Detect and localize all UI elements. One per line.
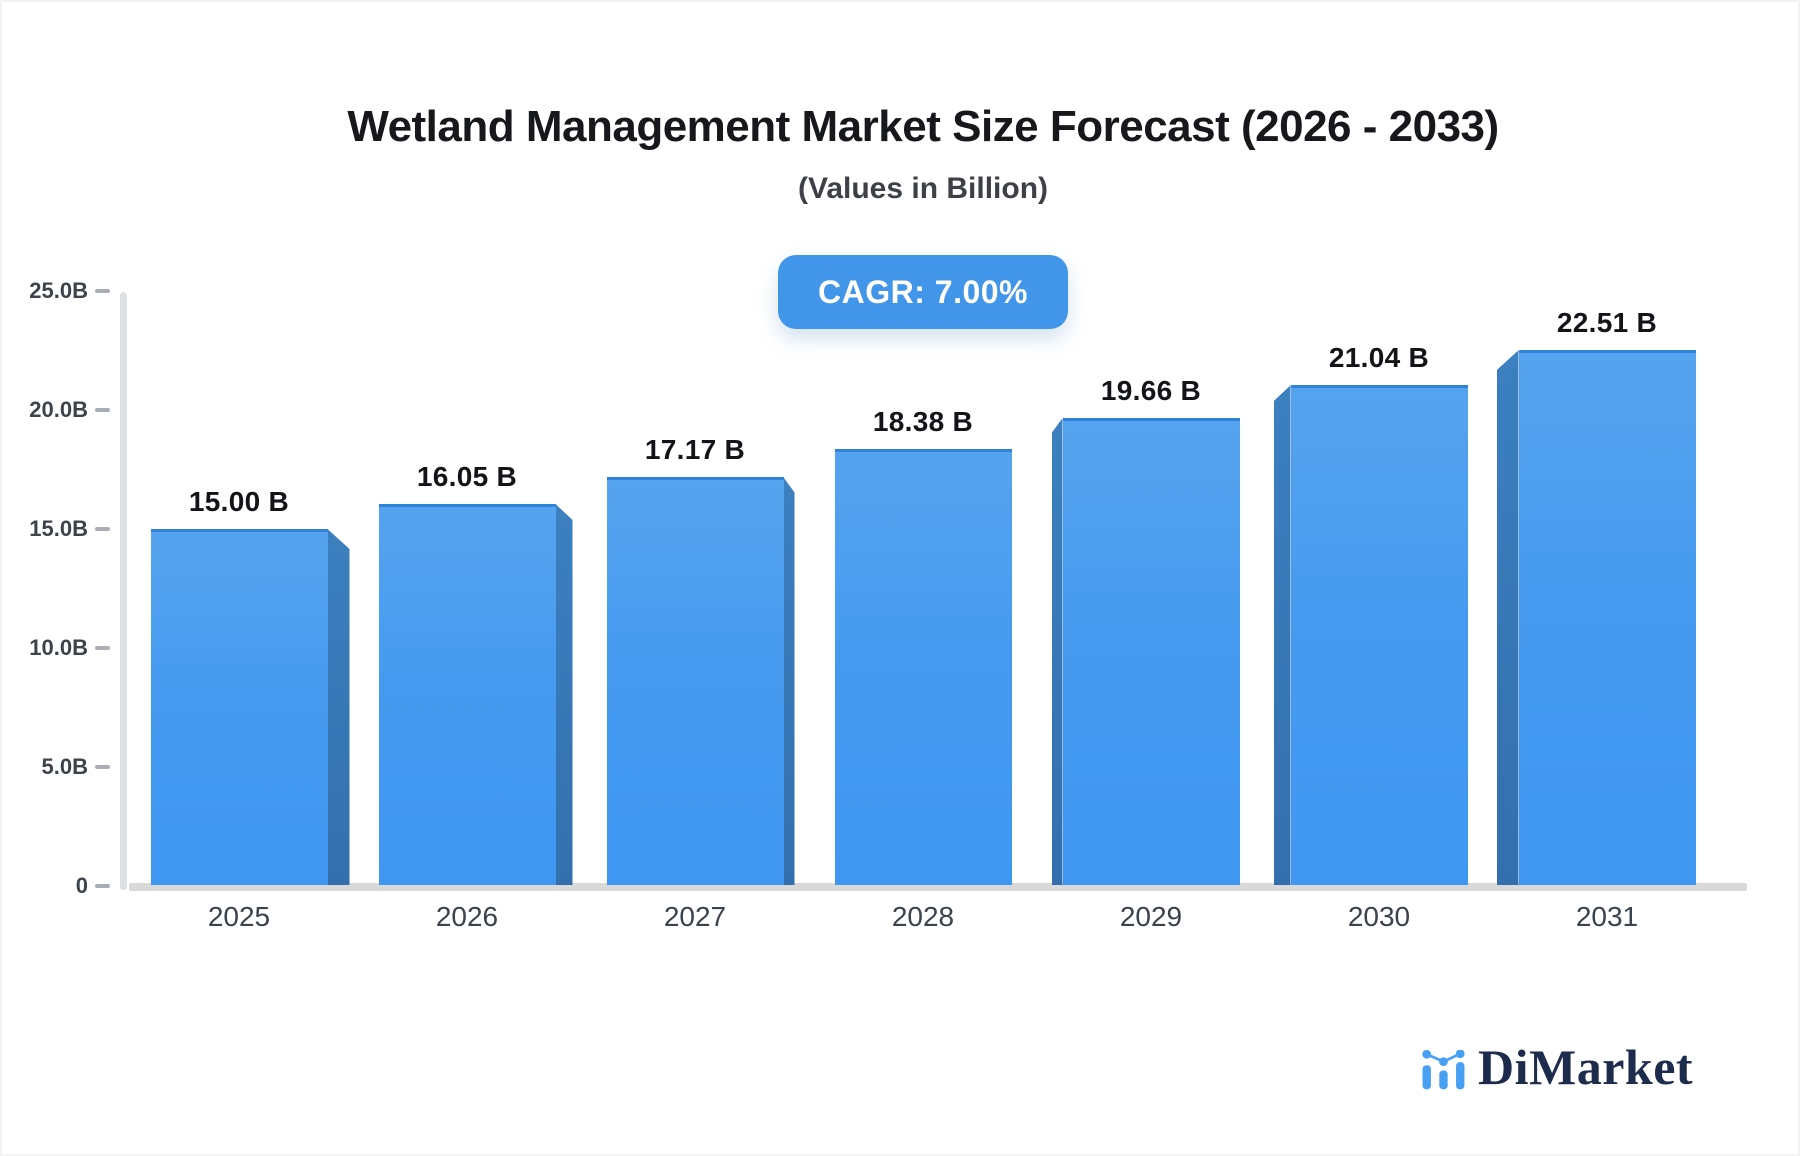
bar-2026: [378, 504, 556, 885]
chart-title: Wetland Management Market Size Forecast …: [347, 102, 1499, 151]
bar-value-label: 19.66 B: [1100, 375, 1202, 407]
bar-value-label: 15.00 B: [188, 486, 290, 517]
x-axis-label-2031: 2031: [1575, 901, 1639, 932]
cagr-badge: CAGR: 7.00%: [778, 255, 1068, 329]
bar-3d-side: [327, 529, 350, 885]
y-axis-tick: [95, 408, 110, 412]
bar-2029: [1062, 418, 1240, 885]
y-axis-tick-label: 5.0B: [41, 754, 88, 779]
chart-subtitle: (Values in Billion): [797, 172, 1049, 205]
bar-value-label: 21.04 B: [1328, 342, 1430, 374]
y-axis-tick: [95, 527, 110, 531]
bar-3d-side: [1273, 385, 1291, 885]
y-axis-tick-label: 0: [75, 873, 88, 898]
bar-2028: [834, 448, 1012, 885]
bar-2027: [606, 477, 784, 885]
bar-3d-side: [783, 477, 795, 885]
y-axis-tick: [95, 646, 110, 650]
x-axis-baseline: [129, 883, 1747, 891]
x-axis-label-2029: 2029: [1119, 901, 1183, 932]
y-axis-tick-label: 25.0B: [29, 278, 88, 303]
y-axis-tick-label: 20.0B: [29, 397, 88, 422]
bar-value-label: 22.51 B: [1556, 307, 1658, 339]
x-axis-label-2026: 2026: [435, 901, 499, 932]
bar-chart-logo-icon: [1422, 1050, 1465, 1090]
bar-3d-side: [555, 504, 573, 885]
brand-logo-text: DiMarket: [1478, 1039, 1694, 1095]
x-axis-label-2030: 2030: [1347, 901, 1411, 932]
bar-value-label: 17.17 B: [644, 434, 746, 466]
x-axis-label-2027: 2027: [663, 901, 727, 932]
bar-3d-side: [1051, 418, 1063, 885]
y-axis-tick: [95, 884, 110, 888]
y-axis-line: [120, 292, 127, 890]
bar-value-label: 16.05 B: [416, 461, 518, 492]
y-axis-tick: [95, 289, 110, 293]
bar-2030: [1290, 385, 1468, 885]
bar-2025: [150, 529, 328, 885]
x-axis-label-2028: 2028: [891, 901, 955, 932]
bar-2031: [1518, 350, 1696, 885]
brand-logo: DiMarket: [1422, 1039, 1694, 1095]
y-axis-tick: [95, 765, 110, 769]
bar-3d-side: [1496, 350, 1519, 885]
bar-value-label: 18.38 B: [872, 405, 974, 437]
y-axis-tick-label: 15.0B: [29, 516, 88, 541]
y-axis-tick-label: 10.0B: [29, 635, 88, 660]
x-axis-label-2025: 2025: [207, 901, 271, 932]
badge-row: CAGR: 7.00%: [44, 255, 1798, 329]
